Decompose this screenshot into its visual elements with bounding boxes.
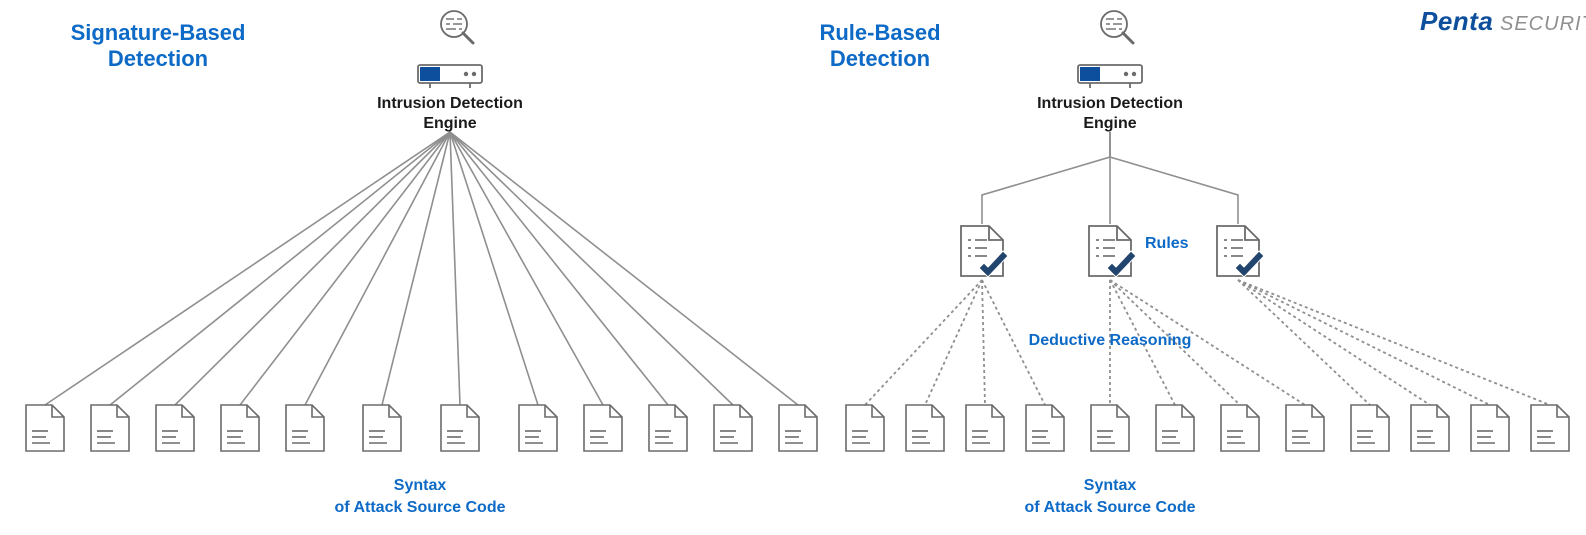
right-title-line1: Rule-Based <box>819 20 940 45</box>
source-code-doc-icon <box>1531 405 1569 451</box>
right-bottom-label2: of Attack Source Code <box>1025 499 1196 516</box>
right-title-line2: Detection <box>830 46 930 71</box>
rule-doc-icon <box>961 226 1008 277</box>
fan-line <box>450 132 603 405</box>
deductive-label: Deductive Reasoning <box>1029 332 1192 349</box>
brand-logo: Penta SECURITY <box>1420 6 1586 36</box>
rule-to-doc-line <box>865 280 982 405</box>
logo-bold: Penta <box>1420 6 1493 36</box>
source-code-doc-icon <box>584 405 622 451</box>
fan-line <box>450 132 733 405</box>
fan-line <box>305 132 450 405</box>
source-code-doc-icon <box>714 405 752 451</box>
source-code-doc-icon <box>441 405 479 451</box>
left-bottom-label1: Syntax <box>394 477 447 494</box>
fan-line <box>450 132 538 405</box>
server-icon <box>1078 65 1142 88</box>
left-engine-label2: Engine <box>423 115 476 132</box>
rule-based-panel: Rule-Based Detection Intrusion Detection… <box>819 11 1569 516</box>
source-code-doc-icon <box>649 405 687 451</box>
engine-to-rule-line <box>982 132 1110 224</box>
signature-based-panel: Signature-Based Detection Intrusion Dete… <box>26 11 817 516</box>
left-fan-lines <box>45 132 798 405</box>
right-engine-label2: Engine <box>1083 115 1136 132</box>
rule-doc-icon <box>1217 226 1264 277</box>
fan-line <box>45 132 450 405</box>
source-code-doc-icon <box>91 405 129 451</box>
server-icon <box>418 65 482 88</box>
right-engine-icon <box>1078 11 1142 88</box>
fan-line <box>450 132 798 405</box>
rule-to-doc-line <box>925 280 982 405</box>
source-code-doc-icon <box>1471 405 1509 451</box>
source-code-doc-icon <box>1026 405 1064 451</box>
left-title-line1: Signature-Based <box>71 20 246 45</box>
source-code-doc-icon <box>363 405 401 451</box>
magnifier-icon <box>1101 11 1133 43</box>
rule-to-doc-line <box>1238 280 1370 405</box>
rule-to-doc-line <box>1238 280 1430 405</box>
left-doc-row <box>26 405 817 451</box>
fan-line <box>382 132 450 405</box>
rule-to-doc-line <box>1238 280 1550 405</box>
right-rule-row <box>961 226 1264 277</box>
source-code-doc-icon <box>779 405 817 451</box>
source-code-doc-icon <box>906 405 944 451</box>
source-code-doc-icon <box>1411 405 1449 451</box>
fan-line <box>175 132 450 405</box>
source-code-doc-icon <box>519 405 557 451</box>
fan-line <box>240 132 450 405</box>
source-code-doc-icon <box>966 405 1004 451</box>
left-bottom-label2: of Attack Source Code <box>335 499 506 516</box>
source-code-doc-icon <box>1221 405 1259 451</box>
source-code-doc-icon <box>26 405 64 451</box>
source-code-doc-icon <box>1156 405 1194 451</box>
left-engine-icon <box>418 11 482 88</box>
source-code-doc-icon <box>846 405 884 451</box>
rule-to-doc-line <box>1238 280 1490 405</box>
diagram-canvas: Penta SECURITY Signature-Based Detection… <box>0 0 1586 535</box>
fan-line <box>450 132 668 405</box>
rules-label: Rules <box>1145 235 1189 252</box>
right-bottom-label1: Syntax <box>1084 477 1137 494</box>
source-code-doc-icon <box>1286 405 1324 451</box>
source-code-doc-icon <box>1091 405 1129 451</box>
left-engine-label1: Intrusion Detection <box>377 95 523 112</box>
fan-line <box>450 132 460 405</box>
source-code-doc-icon <box>221 405 259 451</box>
source-code-doc-icon <box>156 405 194 451</box>
rule-to-doc-line <box>982 280 985 405</box>
right-engine-to-rules-lines <box>982 132 1238 224</box>
right-engine-label1: Intrusion Detection <box>1037 95 1183 112</box>
source-code-doc-icon <box>286 405 324 451</box>
engine-to-rule-line <box>1110 132 1238 224</box>
right-rules-to-docs-lines <box>865 280 1550 405</box>
magnifier-icon <box>441 11 473 43</box>
fan-line <box>110 132 450 405</box>
left-title-line2: Detection <box>108 46 208 71</box>
right-doc-row <box>846 405 1569 451</box>
logo-light: SECURITY <box>1500 13 1586 35</box>
rule-doc-icon <box>1089 226 1136 277</box>
source-code-doc-icon <box>1351 405 1389 451</box>
